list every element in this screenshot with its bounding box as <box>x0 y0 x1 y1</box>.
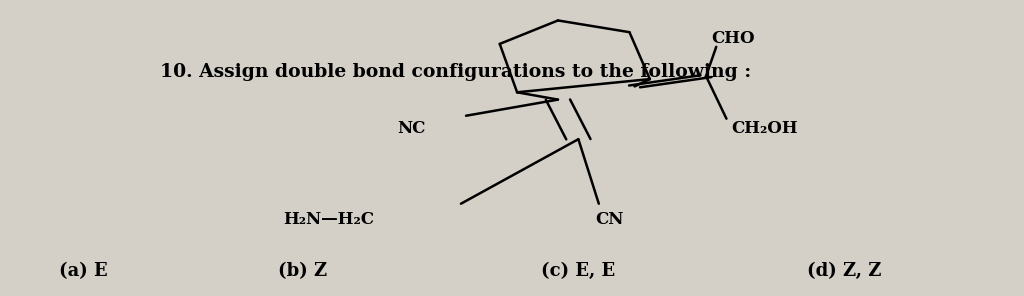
Text: 10. Assign double bond configurations to the following :: 10. Assign double bond configurations to… <box>160 63 751 81</box>
Text: H₂N—H₂C: H₂N—H₂C <box>283 211 374 228</box>
Text: CN: CN <box>596 211 624 228</box>
Text: (b) Z: (b) Z <box>279 262 328 280</box>
Text: (d) Z, Z: (d) Z, Z <box>807 262 881 280</box>
Text: NC: NC <box>397 120 425 137</box>
Text: (a) E: (a) E <box>58 262 108 280</box>
Text: (c) E, E: (c) E, E <box>542 262 615 280</box>
Text: CHO: CHO <box>711 30 755 46</box>
Text: CH₂OH: CH₂OH <box>731 120 798 137</box>
